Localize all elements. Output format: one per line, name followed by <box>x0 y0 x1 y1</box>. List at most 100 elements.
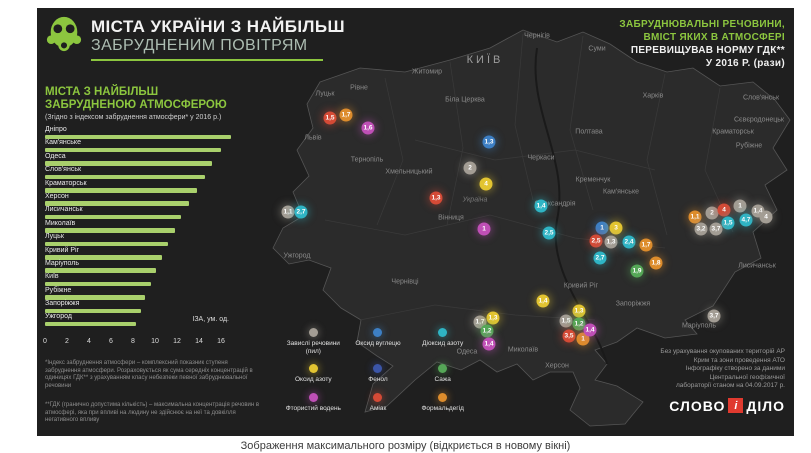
pollution-marker: 4 <box>717 203 731 217</box>
map-city-label: Чернівці <box>391 278 419 286</box>
bar-city-label: Кривий Ріг <box>45 246 80 254</box>
chart-title-line1: МІСТА З НАЙБІЛЬШ <box>45 86 159 98</box>
bar-chart: Дніпро Кам'янське Одеса Слов'янськ Краматорс… <box>45 126 257 327</box>
legend-label: Оксид азоту <box>294 376 332 383</box>
pollution-marker: 3,7 <box>709 222 723 236</box>
pollutant-legend: Завислі речовини (пил) Оксид вуглецю Діокс… <box>283 328 473 412</box>
pollution-marker: 1,5 <box>323 111 337 125</box>
chart-subtitle: (Згідно з індексом забруднення атмосфери… <box>45 114 222 121</box>
pollution-marker: 1 <box>733 199 747 213</box>
image-caption-link[interactable]: Зображення максимального розміру (відкри… <box>240 440 571 452</box>
map-header-line: ПЕРЕВИЩУВАВ НОРМУ ГДК** <box>630 45 785 56</box>
bar <box>45 201 190 206</box>
legend-item: Завислі речовини (пил) <box>283 328 344 355</box>
map-city-label: Хмельницький <box>385 168 433 176</box>
pollution-marker: 2 <box>705 206 719 220</box>
credit-line: лабораторії станом на 04.09.2017 р. <box>675 382 785 389</box>
legend-label: Формальдегід <box>421 404 464 412</box>
credit-line: Інфографіку створено за даними <box>685 365 785 372</box>
bar-city-label: Дніпро <box>45 126 67 133</box>
footnote-iza: *Індекс забруднення атмосфери – комплекс… <box>45 360 253 389</box>
map-city-label: Біла Церква <box>445 96 485 104</box>
pollution-marker: 1,2 <box>480 324 494 338</box>
bar <box>45 255 162 260</box>
credit-line: Центральної геофізичної <box>709 373 785 381</box>
map-city-label: КИЇВ <box>466 54 504 66</box>
pollution-marker: 1,7 <box>639 238 653 252</box>
axis-tick: 2 <box>65 338 69 345</box>
bar-city-label: Київ <box>45 273 59 281</box>
map-header-line: ЗАБРУДНЮВАЛЬНІ РЕЧОВИНИ, <box>619 19 785 30</box>
pollution-marker: 1,3 <box>572 304 586 318</box>
credit-line: Крим та зони проведення АТО <box>693 356 785 364</box>
map-city-label: Львів <box>304 134 322 142</box>
map-city-label: Україна <box>462 196 488 204</box>
pollution-marker: 1,7 <box>339 108 353 122</box>
pollution-marker: 1,1 <box>688 210 702 224</box>
map-city-label: Краматорськ <box>712 128 754 136</box>
bar-row: Херсон <box>45 193 257 206</box>
pollution-marker: 2,7 <box>294 205 308 219</box>
bar <box>45 281 151 287</box>
bar <box>45 188 197 193</box>
co-dot <box>373 328 383 337</box>
bar-city-label: Рубіжне <box>45 286 72 294</box>
pollution-marker: 3,2 <box>694 222 708 236</box>
slovo-i-dilo-logo: СЛОВО і ДІЛО <box>582 398 785 414</box>
axis-tick: 6 <box>109 338 113 345</box>
legend-item: Фтористий водень <box>283 392 344 413</box>
soot-dot <box>438 364 448 373</box>
pollution-marker: 1,4 <box>583 323 597 337</box>
bar-city-label: Херсон <box>45 192 69 200</box>
bar <box>45 161 213 166</box>
bar <box>45 134 231 139</box>
bar <box>45 214 182 220</box>
bar-city-label: Миколаїв <box>45 219 76 227</box>
map-city-label: Лисичанськ <box>738 262 776 270</box>
legend-item: Сажа <box>412 364 473 384</box>
bar <box>45 147 221 153</box>
pollution-marker: 1 <box>595 221 609 235</box>
logo-i-box: і <box>728 398 744 413</box>
dnipro-river <box>534 47 608 365</box>
pollution-marker: 4 <box>479 177 493 191</box>
phenol-dot <box>373 364 383 373</box>
legend-label: Завислі речовини (пил) <box>286 340 340 355</box>
hf-dot <box>308 392 318 402</box>
pollution-marker: 4,7 <box>739 213 753 227</box>
map-city-label: Тернопіль <box>350 156 384 164</box>
map-city-label: Черкаси <box>527 154 555 162</box>
infographic-title-line2: ЗАБРУДНЕНИМ ПОВІТРЯМ <box>91 37 308 54</box>
bar-city-label: Луцьк <box>45 233 64 241</box>
pollution-marker: 1 <box>477 222 491 236</box>
bar-city-label: Лисичанськ <box>45 206 83 214</box>
ukraine-map-outline <box>272 29 791 427</box>
bar-row: Слов'янськ <box>45 166 257 180</box>
pollution-marker: 3 <box>609 221 623 235</box>
bar-row: Кам'янське <box>45 139 257 153</box>
legend-item: Діоксид азоту <box>412 328 473 355</box>
bar-city-label: Слов'янськ <box>45 166 82 174</box>
bar-city-label: Запоріжжя <box>45 300 80 308</box>
footnote-gdk: **ГДК (гранично допустима кількість) – м… <box>45 402 260 423</box>
no-dot <box>308 364 318 373</box>
axis-tick: 0 <box>43 338 47 345</box>
bar <box>45 321 137 327</box>
pollution-marker: 1,4 <box>482 337 496 351</box>
bar <box>45 174 205 180</box>
bar <box>45 268 157 273</box>
pollution-marker: 2,7 <box>593 251 607 265</box>
bar <box>45 228 175 233</box>
pollution-marker: 2,4 <box>622 235 636 249</box>
logo-part3: ДІЛО <box>746 397 785 414</box>
bar-row: Запоріжжя <box>45 300 257 314</box>
bar-row: Кривий Ріг <box>45 247 257 260</box>
bar-city-label: Маріуполь <box>45 259 80 267</box>
pollution-marker: 1,4 <box>536 294 550 308</box>
pollution-marker: 2,5 <box>589 234 603 248</box>
pollution-marker: 1,1 <box>281 205 295 219</box>
map-city-label: Миколаїв <box>507 346 539 354</box>
axis-tick: 8 <box>131 338 135 345</box>
map-header-line: ВМІСТ ЯКИХ В АТМОСФЕРІ <box>643 32 785 43</box>
credit-lines: Без урахування окупованих територій АР Кр… <box>582 348 785 391</box>
